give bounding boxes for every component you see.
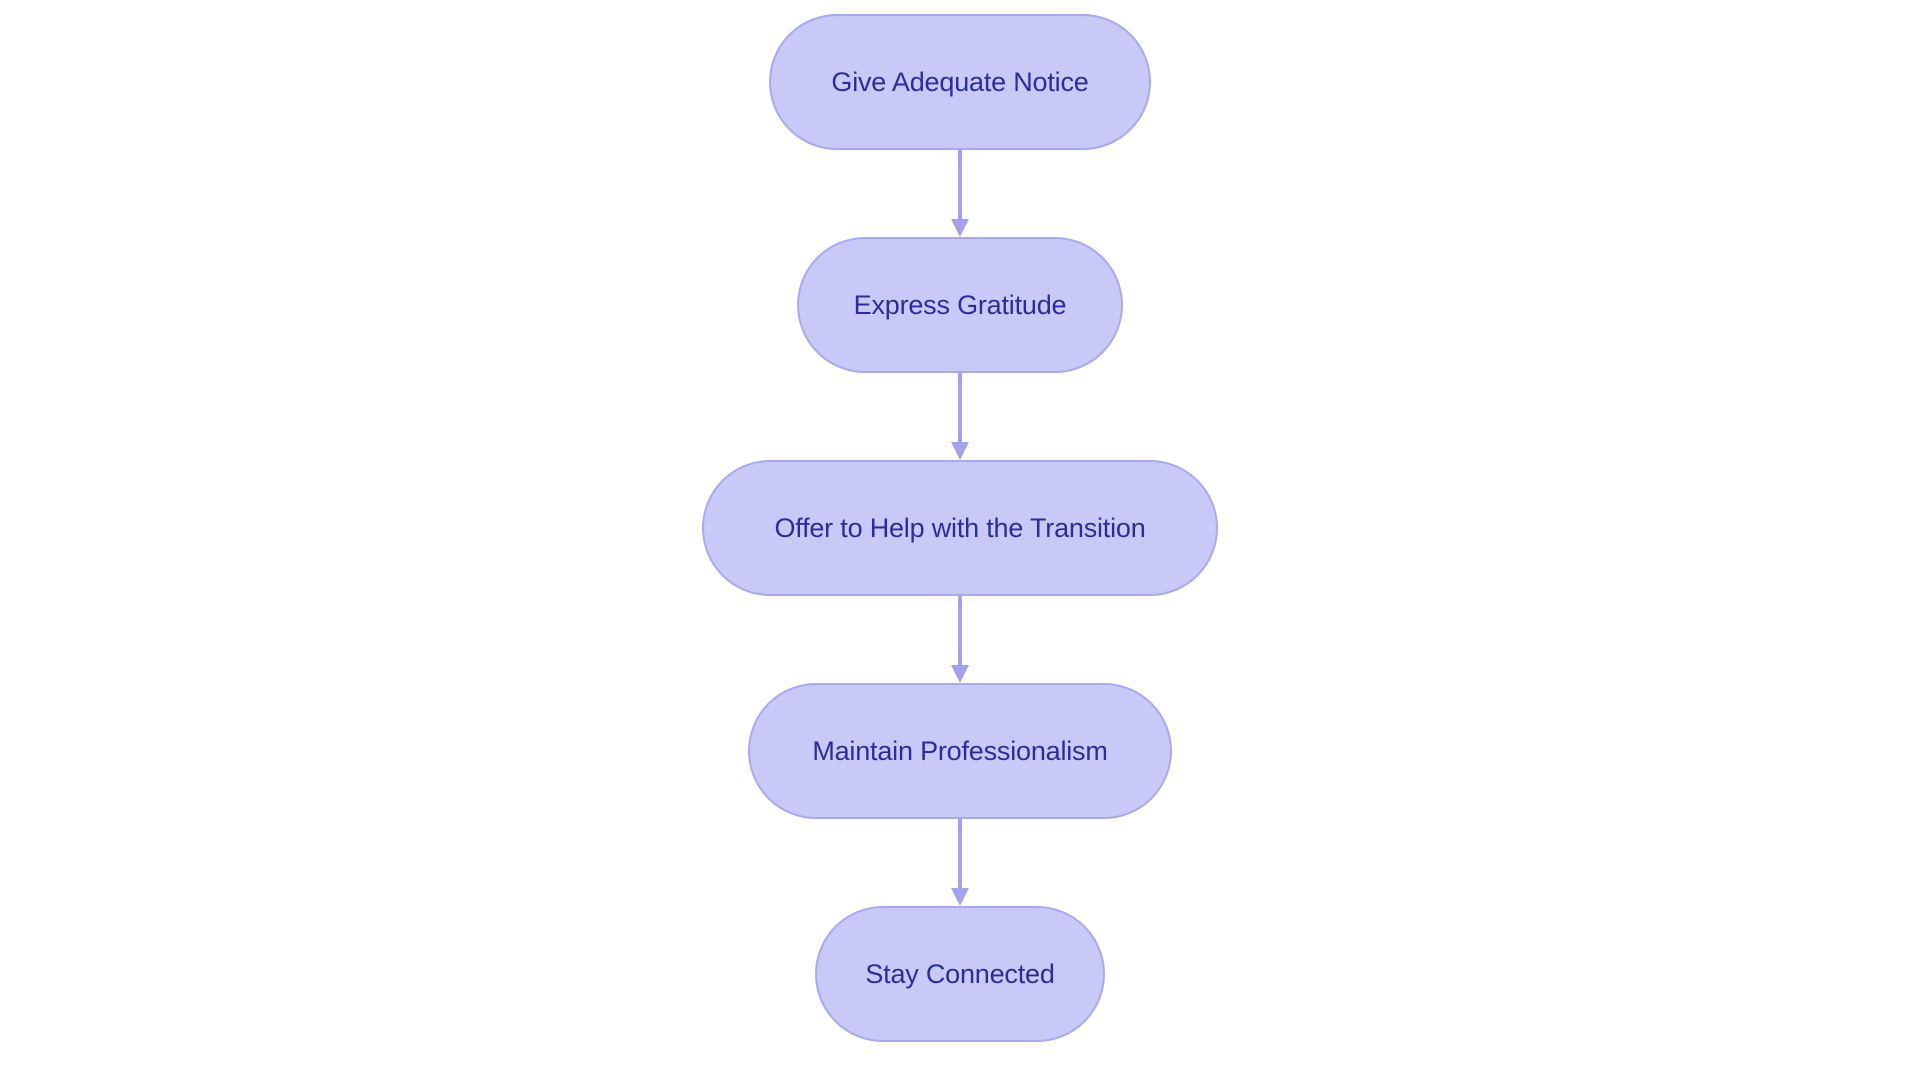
flowchart-arrow (951, 819, 969, 906)
flowchart-arrow (951, 150, 969, 237)
flowchart-node: Maintain Professionalism (748, 683, 1172, 819)
flowchart-node: Stay Connected (815, 906, 1105, 1042)
arrow-down-icon (951, 665, 969, 683)
flowchart-arrow (951, 596, 969, 683)
arrow-down-icon (951, 219, 969, 237)
flowchart-node: Express Gratitude (797, 237, 1123, 373)
arrow-down-icon (951, 442, 969, 460)
flowchart-container: Give Adequate Notice Express Gratitude Off… (702, 14, 1218, 1042)
flowchart-node: Offer to Help with the Transition (702, 460, 1218, 596)
flowchart-arrow (951, 373, 969, 460)
arrow-down-icon (951, 888, 969, 906)
flowchart-node: Give Adequate Notice (769, 14, 1151, 150)
